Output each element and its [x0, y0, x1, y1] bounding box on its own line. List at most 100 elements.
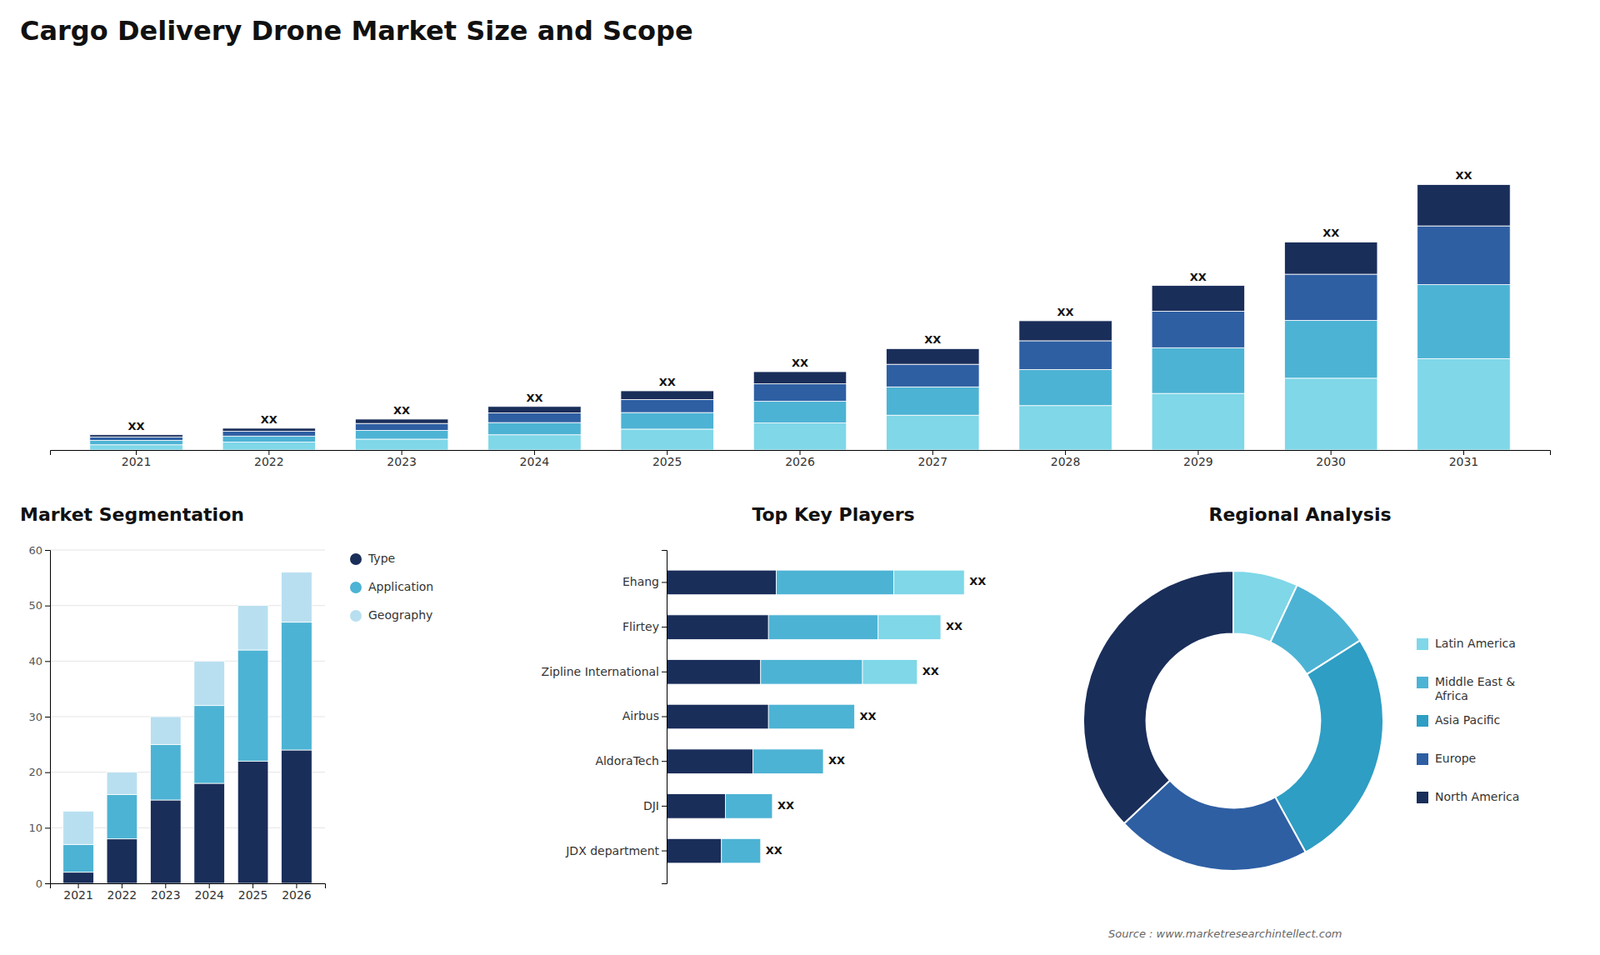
tick-mark — [45, 883, 50, 885]
plot-area — [90, 184, 1510, 450]
axis-line — [661, 550, 668, 885]
legend-item: Middle East &Africa — [1416, 675, 1515, 703]
bar — [222, 442, 316, 450]
value-label: XX — [791, 356, 809, 370]
tick: Airbus — [622, 709, 667, 723]
bar — [281, 622, 313, 750]
plot-area — [666, 570, 965, 864]
tick: 2031 — [1449, 450, 1480, 469]
bar — [106, 772, 138, 795]
bar — [90, 445, 184, 450]
bar — [488, 413, 582, 423]
axis-line — [45, 550, 51, 885]
bar — [106, 794, 138, 839]
tick: 60 — [28, 544, 50, 557]
legend-label: Middle East &Africa — [1435, 675, 1515, 703]
legend-swatch — [1416, 715, 1429, 727]
bar — [237, 650, 269, 761]
legend-swatch — [350, 610, 362, 622]
tick: 2021 — [121, 450, 152, 469]
bar — [620, 412, 715, 430]
bar — [886, 386, 980, 415]
bar — [194, 783, 225, 884]
slice — [1083, 570, 1234, 824]
tick-label: 30 — [28, 710, 43, 724]
bar — [488, 422, 582, 435]
value-labels: XXXXXXXXXXXXXXXXXXXXXX — [128, 169, 1473, 432]
tick-label: 40 — [28, 655, 43, 668]
tick-label: 2024 — [520, 455, 550, 469]
bar — [1019, 340, 1113, 370]
legend-item: Application — [350, 580, 434, 594]
tick: 2022 — [254, 450, 285, 469]
x-axis: 2021202220232024202520262027202820292030… — [50, 450, 1551, 469]
bar — [355, 423, 449, 430]
tick-mark — [661, 581, 667, 583]
tick-label: 2023 — [150, 888, 181, 902]
value-label: XX — [945, 620, 963, 633]
bar — [666, 749, 753, 775]
legend: Latin AmericaMiddle East &AfricaAsia Pac… — [1416, 636, 1520, 804]
bar — [1417, 184, 1511, 226]
annotation: Source : www.marketresearchintellect.com — [1108, 927, 1343, 940]
bar — [150, 744, 181, 800]
value-label: XX — [860, 710, 877, 723]
bar — [1019, 320, 1113, 341]
tick: DJI — [643, 799, 667, 813]
legend: TypeApplicationGeography — [350, 551, 434, 622]
bar — [886, 364, 980, 387]
tick-label: 60 — [28, 544, 43, 557]
bar — [878, 615, 941, 640]
tick-mark — [45, 827, 50, 829]
value-label: XX — [525, 391, 543, 405]
bar — [63, 872, 95, 884]
page: Cargo Delivery Drone Market Size and Sco… — [0, 0, 1600, 955]
tick: 2026 — [281, 883, 312, 902]
tick: 30 — [28, 710, 50, 724]
bar — [1417, 225, 1511, 285]
bar — [725, 794, 773, 820]
tick-label: 2022 — [254, 455, 285, 469]
legend-swatch — [1416, 791, 1429, 804]
tick-label: 2028 — [1050, 455, 1081, 469]
tick-label: 20 — [28, 765, 43, 779]
tick-label: 2023 — [386, 455, 417, 469]
value-label: XX — [659, 375, 676, 389]
slice — [1275, 640, 1384, 853]
tick: 0 — [35, 877, 50, 890]
bar — [355, 419, 449, 424]
bar — [894, 570, 965, 595]
chart: Latin AmericaMiddle East &AfricaAsia Pac… — [1083, 570, 1520, 871]
tick: Flirtey — [622, 620, 667, 634]
bar — [1151, 285, 1245, 312]
tick-label: DJI — [643, 799, 660, 813]
bar — [1151, 347, 1245, 394]
bar — [90, 435, 184, 438]
tick-label: 2021 — [121, 455, 152, 469]
bar — [488, 435, 582, 450]
value-label: XX — [969, 575, 986, 588]
tick: 2022 — [107, 883, 138, 902]
bar — [1284, 378, 1378, 450]
tick: 2027 — [917, 450, 948, 469]
legend-swatch — [1416, 753, 1429, 765]
chart: XXXXXXXXXXXXXXEhangFlirteyZipline Intern… — [541, 550, 987, 885]
bar — [776, 570, 895, 595]
bar — [886, 415, 980, 450]
tick-label: 2029 — [1183, 455, 1214, 469]
legend-label: Europe — [1435, 751, 1476, 765]
chart-title: Regional Analysis — [1208, 504, 1391, 525]
bar — [281, 572, 313, 623]
value-label: XX — [924, 333, 941, 346]
tick: 40 — [28, 655, 50, 668]
tick-label: 2031 — [1449, 455, 1480, 469]
bar — [753, 384, 847, 402]
tick-mark — [45, 772, 50, 774]
legend-item: Latin America — [1416, 636, 1516, 650]
tick: 2025 — [652, 450, 683, 469]
tick-label: AldoraTech — [595, 754, 660, 768]
tick-mark — [661, 626, 667, 628]
bar — [666, 570, 777, 595]
legend-item: North America — [1416, 790, 1520, 804]
tick-mark — [661, 850, 667, 852]
